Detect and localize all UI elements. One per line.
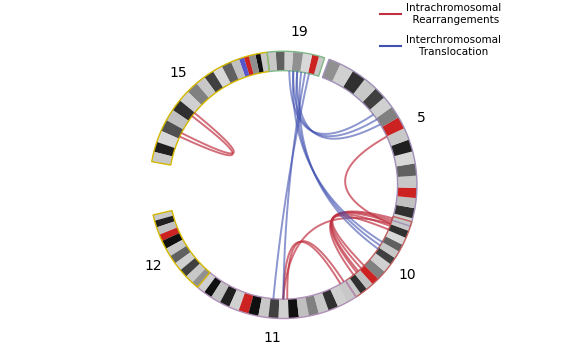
Polygon shape bbox=[396, 163, 416, 177]
Text: 5: 5 bbox=[417, 111, 426, 125]
Polygon shape bbox=[397, 188, 417, 198]
Polygon shape bbox=[154, 142, 175, 157]
Polygon shape bbox=[300, 53, 312, 73]
Polygon shape bbox=[322, 59, 340, 82]
Polygon shape bbox=[346, 216, 412, 297]
Polygon shape bbox=[267, 51, 325, 76]
Polygon shape bbox=[244, 56, 253, 76]
Polygon shape bbox=[297, 297, 309, 318]
Polygon shape bbox=[392, 213, 413, 226]
Polygon shape bbox=[204, 71, 223, 93]
Polygon shape bbox=[396, 196, 416, 208]
Polygon shape bbox=[204, 277, 222, 297]
Text: 15: 15 bbox=[170, 66, 187, 80]
Polygon shape bbox=[166, 239, 187, 256]
Polygon shape bbox=[388, 224, 409, 238]
Polygon shape bbox=[180, 91, 202, 113]
Polygon shape bbox=[157, 221, 177, 235]
Polygon shape bbox=[258, 297, 270, 318]
Polygon shape bbox=[153, 211, 210, 287]
Polygon shape bbox=[350, 274, 367, 294]
Text: 19: 19 bbox=[291, 25, 308, 39]
Polygon shape bbox=[390, 216, 412, 231]
Polygon shape bbox=[376, 107, 398, 127]
Polygon shape bbox=[343, 71, 365, 94]
Legend: Intrachromosomal
  Rearrangements, Interchromosomal
    Translocation: Intrachromosomal Rearrangements, Interch… bbox=[376, 0, 505, 61]
Polygon shape bbox=[364, 259, 385, 279]
Polygon shape bbox=[211, 281, 229, 302]
Polygon shape bbox=[157, 131, 179, 148]
Polygon shape bbox=[267, 51, 277, 72]
Polygon shape bbox=[192, 269, 210, 287]
Polygon shape bbox=[382, 236, 403, 252]
Polygon shape bbox=[379, 242, 399, 258]
Polygon shape bbox=[369, 97, 392, 118]
Polygon shape bbox=[229, 289, 245, 311]
Polygon shape bbox=[314, 56, 325, 76]
Polygon shape bbox=[152, 152, 173, 165]
Polygon shape bbox=[175, 252, 195, 270]
Polygon shape bbox=[308, 54, 319, 75]
Polygon shape bbox=[197, 77, 216, 98]
Text: 12: 12 bbox=[144, 259, 162, 273]
Polygon shape bbox=[322, 289, 338, 311]
Polygon shape bbox=[353, 79, 376, 102]
Polygon shape bbox=[248, 295, 262, 316]
Polygon shape bbox=[155, 216, 175, 228]
Polygon shape bbox=[387, 128, 409, 146]
Polygon shape bbox=[186, 263, 205, 283]
Polygon shape bbox=[332, 64, 353, 87]
Polygon shape bbox=[188, 84, 209, 105]
Polygon shape bbox=[322, 59, 417, 226]
Polygon shape bbox=[171, 246, 191, 263]
Polygon shape bbox=[180, 258, 200, 276]
Polygon shape bbox=[173, 100, 195, 121]
Polygon shape bbox=[278, 299, 289, 319]
Polygon shape bbox=[152, 52, 269, 165]
Polygon shape bbox=[305, 295, 319, 316]
Polygon shape bbox=[292, 51, 303, 72]
Polygon shape bbox=[375, 247, 395, 264]
Polygon shape bbox=[382, 117, 404, 136]
Polygon shape bbox=[330, 285, 347, 307]
Polygon shape bbox=[394, 205, 415, 218]
Polygon shape bbox=[397, 176, 417, 188]
Polygon shape bbox=[314, 292, 329, 314]
Polygon shape bbox=[213, 66, 231, 88]
Polygon shape bbox=[391, 140, 412, 156]
Polygon shape bbox=[370, 253, 391, 272]
Polygon shape bbox=[220, 285, 237, 307]
Polygon shape bbox=[394, 151, 415, 166]
Polygon shape bbox=[276, 51, 284, 71]
Polygon shape bbox=[162, 233, 183, 249]
Polygon shape bbox=[166, 110, 188, 130]
Polygon shape bbox=[238, 293, 253, 314]
Polygon shape bbox=[288, 298, 299, 318]
Polygon shape bbox=[260, 52, 269, 72]
Polygon shape bbox=[160, 228, 180, 241]
Polygon shape bbox=[222, 62, 238, 84]
Text: 10: 10 bbox=[399, 268, 416, 282]
Polygon shape bbox=[249, 54, 259, 75]
Polygon shape bbox=[255, 53, 264, 73]
Polygon shape bbox=[269, 298, 279, 319]
Polygon shape bbox=[362, 89, 384, 110]
Polygon shape bbox=[161, 120, 183, 139]
Polygon shape bbox=[231, 59, 245, 80]
Polygon shape bbox=[386, 230, 406, 245]
Polygon shape bbox=[360, 265, 378, 284]
Text: 11: 11 bbox=[264, 331, 281, 345]
Polygon shape bbox=[197, 273, 356, 319]
Polygon shape bbox=[355, 270, 373, 289]
Polygon shape bbox=[346, 278, 361, 297]
Polygon shape bbox=[197, 273, 216, 293]
Polygon shape bbox=[239, 57, 249, 77]
Polygon shape bbox=[153, 211, 173, 221]
Polygon shape bbox=[284, 51, 293, 71]
Polygon shape bbox=[338, 281, 356, 302]
